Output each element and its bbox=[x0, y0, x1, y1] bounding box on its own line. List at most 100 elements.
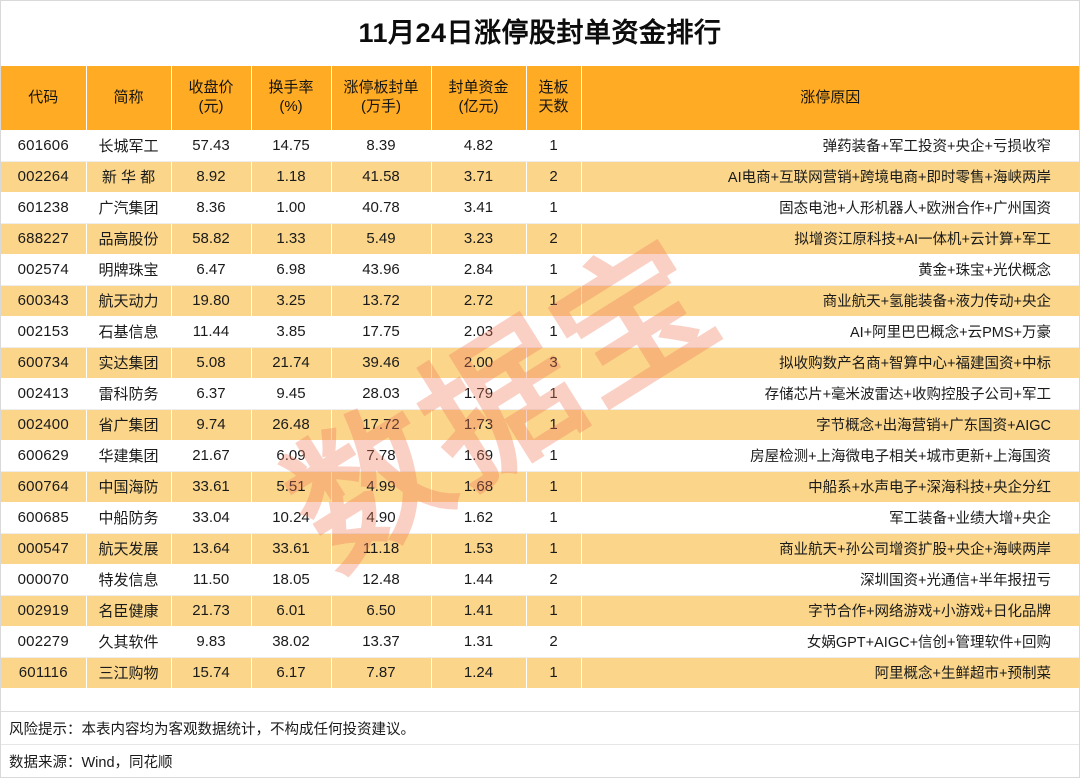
cell-name: 三江购物 bbox=[86, 657, 172, 689]
table-row[interactable]: 600685 中船防务 33.04 10.24 4.90 1.62 1 军工装备+业绩大增+央… bbox=[1, 502, 1079, 534]
cell-seal-volume: 43.96 bbox=[331, 254, 432, 286]
cell-seal-fund: 1.53 bbox=[431, 533, 527, 565]
column-header-close-price-unit: (元) bbox=[198, 98, 224, 115]
cell-turnover-rate: 10.24 bbox=[251, 502, 332, 534]
cell-close-price: 8.36 bbox=[171, 192, 252, 224]
cell-code: 000070 bbox=[1, 564, 87, 596]
cell-name: 中船防务 bbox=[86, 502, 172, 534]
cell-turnover-rate: 1.18 bbox=[251, 161, 332, 193]
column-header-turnover-rate: 换手率 (%) bbox=[251, 66, 332, 130]
cell-name: 名臣健康 bbox=[86, 595, 172, 627]
cell-consecutive-days: 1 bbox=[526, 316, 582, 348]
table-header-row: 代码 简称 收盘价 (元) 换手率 (%) 涨停板封单 bbox=[1, 66, 1079, 130]
table-row[interactable]: 688227 品高股份 58.82 1.33 5.49 3.23 2 拟增资江原科技+AI一体… bbox=[1, 223, 1079, 255]
table-row[interactable]: 002279 久其软件 9.83 38.02 13.37 1.31 2 女娲GPT+AIGC+… bbox=[1, 626, 1079, 658]
table-row[interactable]: 601606 长城军工 57.43 14.75 8.39 4.82 1 弹药装备+军工投资+央… bbox=[1, 130, 1079, 162]
column-header-seal-volume-label: 涨停板封单 bbox=[343, 79, 419, 97]
cell-turnover-rate: 1.00 bbox=[251, 192, 332, 224]
table-row[interactable]: 000070 特发信息 11.50 18.05 12.48 1.44 2 深圳国资+光通信+半… bbox=[1, 564, 1079, 596]
limit-up-ranking-table: 代码 简称 收盘价 (元) 换手率 (%) 涨停板封单 bbox=[1, 66, 1079, 689]
cell-code: 002400 bbox=[1, 409, 87, 441]
cell-reason: 中船系+水声电子+深海科技+央企分红 bbox=[581, 471, 1079, 503]
cell-seal-fund: 4.82 bbox=[431, 130, 527, 162]
cell-close-price: 11.50 bbox=[171, 564, 252, 596]
cell-name: 石基信息 bbox=[86, 316, 172, 348]
cell-seal-fund: 1.31 bbox=[431, 626, 527, 658]
cell-seal-fund: 3.41 bbox=[431, 192, 527, 224]
table-row[interactable]: 002919 名臣健康 21.73 6.01 6.50 1.41 1 字节合作+网络游戏+小游… bbox=[1, 595, 1079, 627]
cell-consecutive-days: 1 bbox=[526, 471, 582, 503]
cell-close-price: 8.92 bbox=[171, 161, 252, 193]
cell-seal-fund: 2.00 bbox=[431, 347, 527, 379]
cell-seal-fund: 1.73 bbox=[431, 409, 527, 441]
cell-seal-volume: 17.75 bbox=[331, 316, 432, 348]
column-header-consecutive-days: 连板 天数 bbox=[526, 66, 582, 130]
cell-code: 002413 bbox=[1, 378, 87, 410]
cell-reason: 军工装备+业绩大增+央企 bbox=[581, 502, 1079, 534]
table-row[interactable]: 002574 明牌珠宝 6.47 6.98 43.96 2.84 1 黄金+珠宝+光伏概念 bbox=[1, 254, 1079, 286]
cell-seal-fund: 2.84 bbox=[431, 254, 527, 286]
table-row[interactable]: 002153 石基信息 11.44 3.85 17.75 2.03 1 AI+阿里巴巴概念+云… bbox=[1, 316, 1079, 348]
cell-seal-fund: 2.72 bbox=[431, 285, 527, 317]
cell-consecutive-days: 1 bbox=[526, 285, 582, 317]
cell-seal-volume: 13.72 bbox=[331, 285, 432, 317]
cell-close-price: 6.37 bbox=[171, 378, 252, 410]
cell-reason: 存储芯片+毫米波雷达+收购控股子公司+军工 bbox=[581, 378, 1079, 410]
cell-reason: 商业航天+氢能装备+液力传动+央企 bbox=[581, 285, 1079, 317]
cell-turnover-rate: 14.75 bbox=[251, 130, 332, 162]
title-bar: 11月24日涨停股封单资金排行 bbox=[1, 1, 1079, 66]
cell-close-price: 9.83 bbox=[171, 626, 252, 658]
cell-consecutive-days: 1 bbox=[526, 595, 582, 627]
column-header-name: 简称 bbox=[86, 66, 172, 130]
cell-seal-volume: 5.49 bbox=[331, 223, 432, 255]
cell-name: 品高股份 bbox=[86, 223, 172, 255]
column-header-seal-volume: 涨停板封单 (万手) bbox=[331, 66, 432, 130]
cell-seal-fund: 3.23 bbox=[431, 223, 527, 255]
cell-seal-volume: 8.39 bbox=[331, 130, 432, 162]
cell-close-price: 21.73 bbox=[171, 595, 252, 627]
cell-name: 华建集团 bbox=[86, 440, 172, 472]
column-header-name-label: 简称 bbox=[113, 88, 144, 106]
cell-seal-volume: 7.87 bbox=[331, 657, 432, 689]
table-row[interactable]: 600734 实达集团 5.08 21.74 39.46 2.00 3 拟收购数产名商+智算中… bbox=[1, 347, 1079, 379]
cell-reason: AI+阿里巴巴概念+云PMS+万豪 bbox=[581, 316, 1079, 348]
cell-turnover-rate: 18.05 bbox=[251, 564, 332, 596]
table-row[interactable]: 600629 华建集团 21.67 6.09 7.78 1.69 1 房屋检测+上海微电子相关… bbox=[1, 440, 1079, 472]
cell-consecutive-days: 2 bbox=[526, 161, 582, 193]
table-row[interactable]: 000547 航天发展 13.64 33.61 11.18 1.53 1 商业航天+孙公司增资… bbox=[1, 533, 1079, 565]
cell-seal-fund: 1.24 bbox=[431, 657, 527, 689]
table-row[interactable]: 002400 省广集团 9.74 26.48 17.72 1.73 1 字节概念+出海营销+广… bbox=[1, 409, 1079, 441]
footer: 风险提示：本表内容均为客观数据统计，不构成任何投资建议。 数据来源：Wind，同… bbox=[1, 711, 1079, 777]
cell-code: 600629 bbox=[1, 440, 87, 472]
table-row[interactable]: 600764 中国海防 33.61 5.51 4.99 1.68 1 中船系+水声电子+深海科… bbox=[1, 471, 1079, 503]
cell-turnover-rate: 3.85 bbox=[251, 316, 332, 348]
cell-seal-volume: 13.37 bbox=[331, 626, 432, 658]
cell-reason: 弹药装备+军工投资+央企+亏损收窄 bbox=[581, 130, 1079, 162]
cell-name: 特发信息 bbox=[86, 564, 172, 596]
cell-close-price: 33.61 bbox=[171, 471, 252, 503]
cell-close-price: 13.64 bbox=[171, 533, 252, 565]
cell-seal-volume: 7.78 bbox=[331, 440, 432, 472]
cell-reason: 女娲GPT+AIGC+信创+管理软件+回购 bbox=[581, 626, 1079, 658]
table-row[interactable]: 601116 三江购物 15.74 6.17 7.87 1.24 1 阿里概念+生鲜超市+预制… bbox=[1, 657, 1079, 689]
cell-close-price: 58.82 bbox=[171, 223, 252, 255]
risk-disclaimer: 风险提示：本表内容均为客观数据统计，不构成任何投资建议。 bbox=[1, 711, 1079, 744]
cell-consecutive-days: 1 bbox=[526, 657, 582, 689]
column-header-seal-volume-unit: (万手) bbox=[361, 98, 401, 115]
cell-consecutive-days: 1 bbox=[526, 254, 582, 286]
cell-code: 002153 bbox=[1, 316, 87, 348]
cell-seal-fund: 1.44 bbox=[431, 564, 527, 596]
cell-seal-fund: 3.71 bbox=[431, 161, 527, 193]
table-row[interactable]: 002264 新 华 都 8.92 1.18 41.58 3.71 2 AI电商+互联网营销+… bbox=[1, 161, 1079, 193]
table-row[interactable]: 002413 雷科防务 6.37 9.45 28.03 1.79 1 存储芯片+毫米波雷达+收… bbox=[1, 378, 1079, 410]
cell-seal-fund: 1.79 bbox=[431, 378, 527, 410]
table-row[interactable]: 601238 广汽集团 8.36 1.00 40.78 3.41 1 固态电池+人形机器人+欧… bbox=[1, 192, 1079, 224]
cell-seal-volume: 6.50 bbox=[331, 595, 432, 627]
cell-code: 600734 bbox=[1, 347, 87, 379]
table-row[interactable]: 600343 航天动力 19.80 3.25 13.72 2.72 1 商业航天+氢能装备+液… bbox=[1, 285, 1079, 317]
column-header-seal-fund-unit: (亿元) bbox=[458, 98, 499, 115]
cell-consecutive-days: 1 bbox=[526, 378, 582, 410]
cell-turnover-rate: 26.48 bbox=[251, 409, 332, 441]
cell-close-price: 19.80 bbox=[171, 285, 252, 317]
